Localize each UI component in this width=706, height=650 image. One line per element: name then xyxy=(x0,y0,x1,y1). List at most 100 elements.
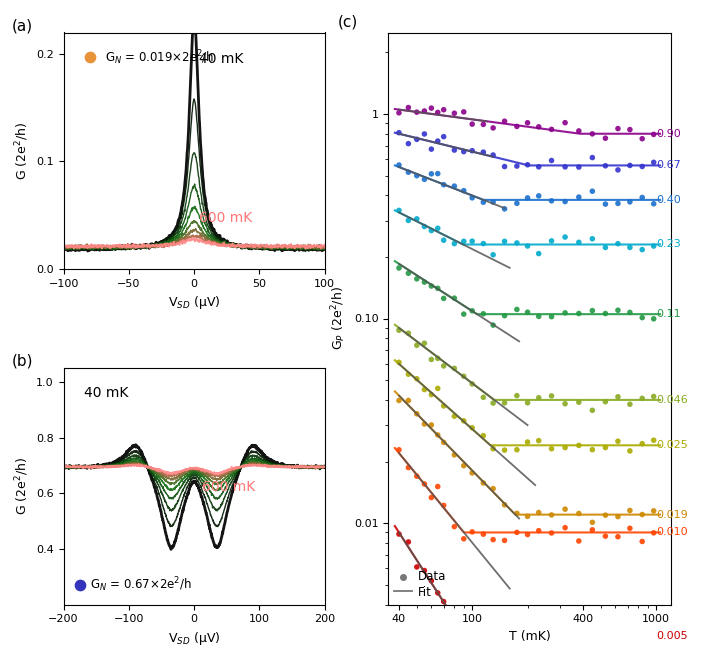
Point xyxy=(612,512,623,522)
Point xyxy=(546,510,557,520)
Point xyxy=(487,123,498,133)
Point xyxy=(467,306,478,316)
Point xyxy=(573,237,585,248)
Point xyxy=(587,129,598,139)
Point xyxy=(533,525,544,536)
Point xyxy=(559,504,570,514)
Point xyxy=(511,198,522,209)
Point xyxy=(600,531,611,541)
Point xyxy=(600,308,611,318)
Point xyxy=(478,430,489,441)
Point xyxy=(419,129,430,139)
Text: 0.010: 0.010 xyxy=(656,527,688,538)
Point xyxy=(559,523,570,533)
Point xyxy=(559,162,570,172)
Point xyxy=(546,155,557,166)
Point xyxy=(402,138,414,149)
Point xyxy=(458,185,469,196)
Point xyxy=(438,437,449,448)
Point xyxy=(511,508,522,519)
Point xyxy=(449,239,460,249)
Point xyxy=(487,250,498,260)
Text: 40 mK: 40 mK xyxy=(85,385,128,400)
Point xyxy=(449,293,460,304)
Point xyxy=(637,161,648,172)
Point xyxy=(637,633,648,644)
Point xyxy=(426,103,437,113)
Point xyxy=(587,405,598,415)
Point xyxy=(648,313,659,324)
Point xyxy=(637,536,648,547)
Point xyxy=(573,629,585,639)
Point xyxy=(499,116,510,126)
Point xyxy=(467,192,478,203)
Point xyxy=(478,147,489,157)
Point xyxy=(438,293,449,304)
Point xyxy=(612,239,623,249)
Point xyxy=(411,170,422,181)
Point xyxy=(612,391,623,402)
Point xyxy=(419,106,430,116)
Point xyxy=(393,395,405,406)
Point xyxy=(426,354,437,365)
Point xyxy=(600,510,611,521)
Point xyxy=(432,384,443,394)
Text: 0.90: 0.90 xyxy=(656,129,681,138)
Text: 600 mK: 600 mK xyxy=(202,480,256,494)
Point xyxy=(533,393,544,403)
Point xyxy=(511,391,522,401)
Point xyxy=(402,268,414,278)
Point xyxy=(411,134,422,144)
Point xyxy=(511,238,522,248)
Point xyxy=(449,411,460,421)
Point xyxy=(478,119,489,129)
Point xyxy=(411,471,422,482)
Point xyxy=(522,307,533,317)
Point xyxy=(573,192,585,202)
Point xyxy=(426,576,437,586)
Point xyxy=(612,124,623,134)
Point xyxy=(624,446,635,456)
Point xyxy=(419,174,430,185)
Point xyxy=(432,430,443,440)
Point xyxy=(449,521,460,532)
Point xyxy=(573,440,585,450)
Point xyxy=(467,379,478,389)
Point xyxy=(419,222,430,232)
Point xyxy=(393,325,405,335)
Point xyxy=(648,241,659,252)
Point xyxy=(587,233,598,244)
Point xyxy=(402,537,414,547)
Point xyxy=(438,361,449,371)
Point xyxy=(499,203,510,214)
Point xyxy=(458,146,469,157)
Point xyxy=(612,532,623,542)
Point xyxy=(612,436,623,447)
Point xyxy=(648,506,659,516)
Point xyxy=(587,445,598,455)
Point xyxy=(533,508,544,518)
Point xyxy=(637,510,648,520)
Point xyxy=(426,281,437,291)
Point xyxy=(624,307,635,318)
Point xyxy=(393,160,405,170)
Point xyxy=(559,634,570,645)
Point xyxy=(587,152,598,162)
Text: 0.40: 0.40 xyxy=(656,195,681,205)
Point xyxy=(458,107,469,117)
Point xyxy=(411,340,422,350)
Point xyxy=(438,235,449,246)
Point xyxy=(624,197,635,207)
Text: (a): (a) xyxy=(11,18,32,33)
Point xyxy=(587,306,598,316)
Point xyxy=(487,197,498,207)
Point xyxy=(499,161,510,172)
Point xyxy=(419,277,430,287)
Point xyxy=(478,309,489,319)
Text: 0.67: 0.67 xyxy=(656,161,681,170)
Point xyxy=(419,419,430,429)
Point xyxy=(419,566,430,576)
Point xyxy=(478,478,489,488)
Point xyxy=(600,161,611,171)
Point xyxy=(511,161,522,171)
